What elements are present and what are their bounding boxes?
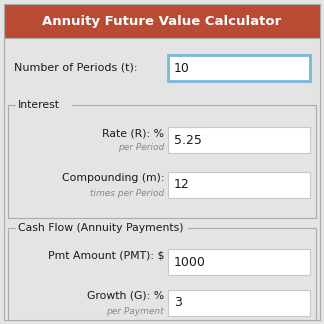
Bar — [4, 38, 320, 320]
Text: 12: 12 — [174, 179, 190, 191]
Text: Interest: Interest — [18, 100, 60, 110]
Text: 10: 10 — [174, 62, 190, 75]
Bar — [16, 99, 72, 111]
Text: Rate (R): %: Rate (R): % — [102, 128, 164, 138]
Text: Annuity Future Value Calculator: Annuity Future Value Calculator — [42, 15, 282, 28]
Text: Cash Flow (Annuity Payments): Cash Flow (Annuity Payments) — [18, 223, 183, 233]
Text: Number of Periods (t):: Number of Periods (t): — [14, 63, 137, 73]
Bar — [168, 172, 310, 198]
Bar — [168, 127, 310, 153]
Bar — [168, 249, 310, 275]
Bar — [8, 228, 316, 320]
Text: Pmt Amount (PMT): $: Pmt Amount (PMT): $ — [48, 250, 164, 260]
Bar — [4, 4, 320, 38]
Text: per Period: per Period — [118, 144, 164, 153]
Bar — [16, 222, 188, 234]
Text: per Payment: per Payment — [106, 307, 164, 316]
Text: 5.25: 5.25 — [174, 133, 202, 146]
Text: Growth (G): %: Growth (G): % — [87, 291, 164, 301]
Text: Compounding (m):: Compounding (m): — [62, 173, 164, 183]
Bar — [168, 55, 310, 81]
Text: 1000: 1000 — [174, 256, 206, 269]
Bar — [168, 290, 310, 316]
Text: times per Period: times per Period — [90, 189, 164, 198]
Bar — [8, 105, 316, 218]
Text: 3: 3 — [174, 296, 182, 309]
